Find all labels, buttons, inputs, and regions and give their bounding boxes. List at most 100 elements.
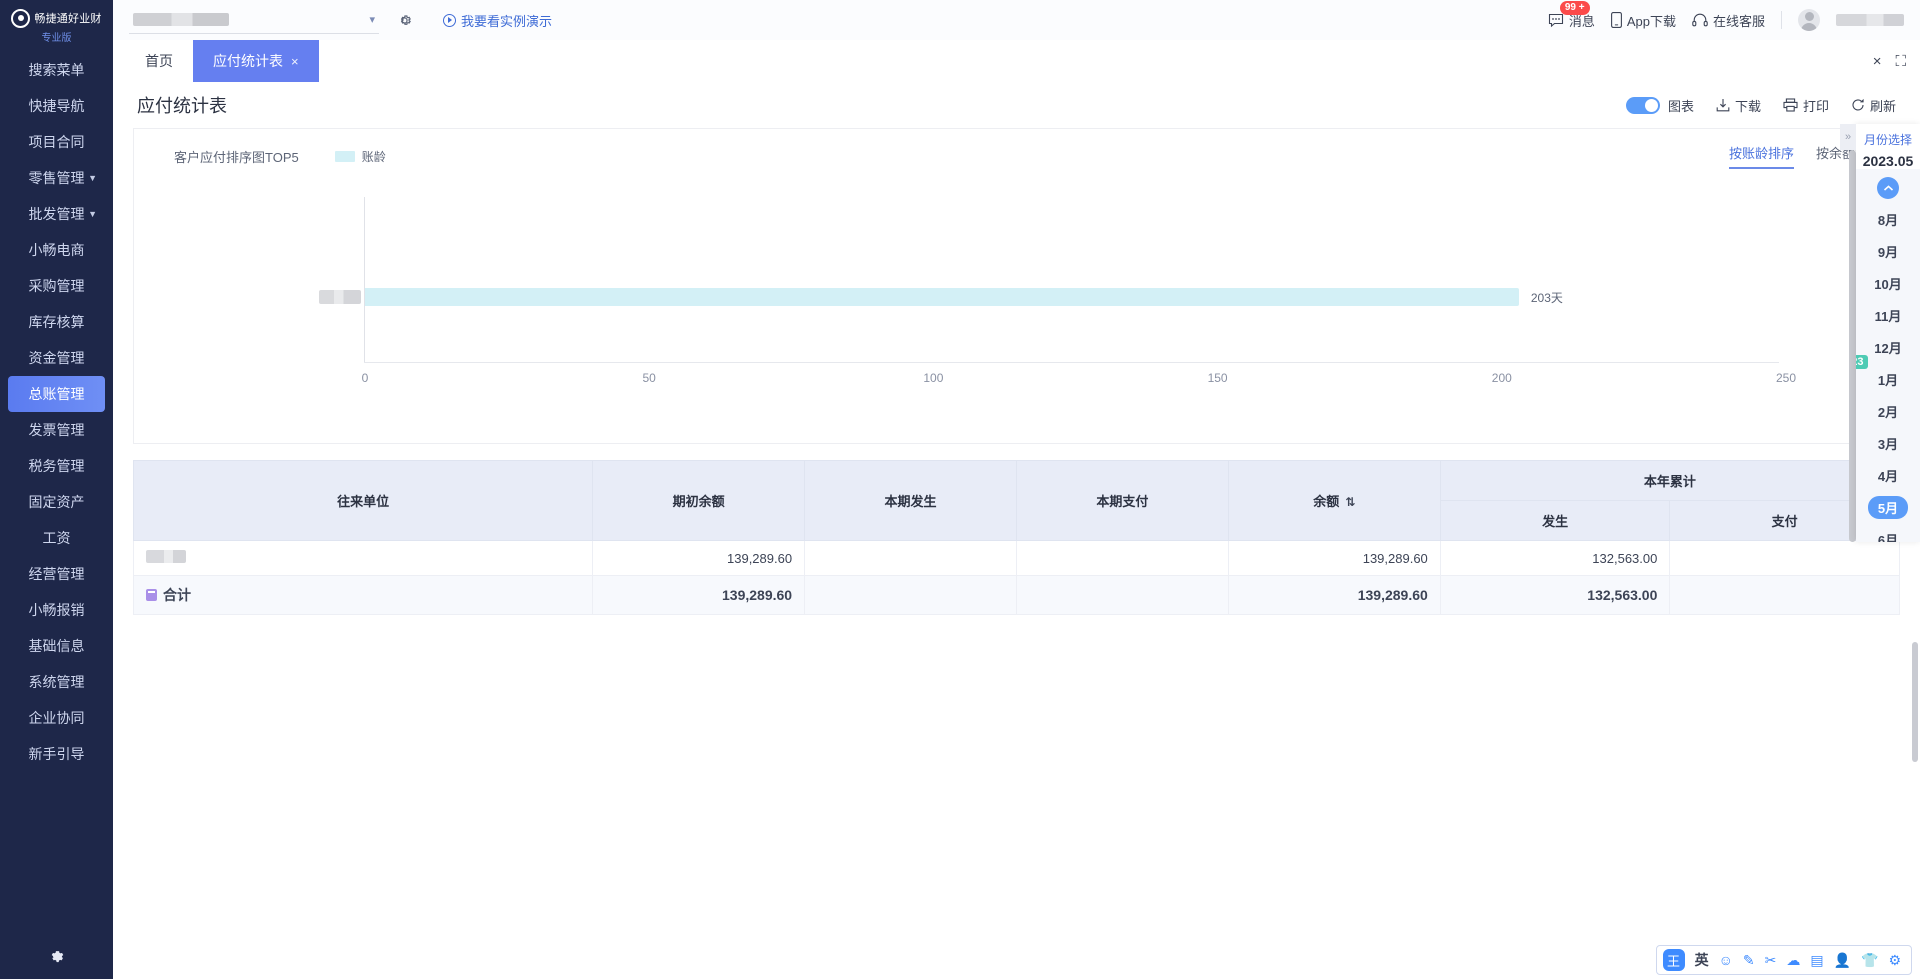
online-service-label: 在线客服 bbox=[1712, 13, 1765, 29]
chart-toggle-group[interactable]: 图表 bbox=[1625, 96, 1694, 115]
chart-toggle[interactable] bbox=[1625, 96, 1660, 114]
month-item-0[interactable]: 8月 bbox=[1877, 213, 1899, 228]
month-item-6[interactable]: 2月 bbox=[1877, 405, 1899, 420]
sidebar-item-7[interactable]: 库存核算 bbox=[8, 304, 105, 340]
month-item-4[interactable]: 12月 bbox=[1874, 341, 1902, 356]
scissors-icon[interactable]: ✂ bbox=[1764, 952, 1777, 968]
headset-icon bbox=[1692, 13, 1708, 26]
gear-icon[interactable]: ⚙ bbox=[1888, 952, 1901, 968]
x-tick-4: 200 bbox=[1491, 371, 1512, 385]
sidebar-item-label: 基础信息 bbox=[28, 638, 85, 654]
tab-close-icon[interactable]: × bbox=[291, 53, 299, 69]
messages-button[interactable]: 消息 99 + bbox=[1548, 0, 1595, 30]
organization-select[interactable]: ▾ bbox=[129, 6, 379, 34]
month-item-10[interactable]: 6月 bbox=[1877, 533, 1899, 542]
bar[interactable] bbox=[365, 288, 1519, 306]
table-header-row-1: 往来单位 期初余额 本期发生 本期支付 余额 ⇅ 本年累计 bbox=[133, 460, 1900, 541]
chart-header: 客户应付排序图TOP5 账龄 按账龄排序按余额排序 bbox=[134, 129, 1899, 169]
sidebar-item-14[interactable]: 经营管理 bbox=[8, 556, 105, 592]
sidebar-item-8[interactable]: 资金管理 bbox=[8, 340, 105, 376]
tab-1[interactable]: 应付统计表 × bbox=[193, 40, 319, 82]
sidebar-item-label: 小畅报销 bbox=[28, 602, 85, 618]
chart-legend[interactable]: 账龄 bbox=[334, 148, 386, 165]
download-label: 下载 bbox=[1734, 98, 1761, 114]
sidebar-item-17[interactable]: 系统管理 bbox=[8, 664, 105, 700]
sidebar-item-6[interactable]: 采购管理 bbox=[8, 268, 105, 304]
download-button[interactable]: 下载 bbox=[1716, 96, 1761, 115]
bar-value-label: 203天 bbox=[1530, 290, 1563, 305]
sidebar-item-18[interactable]: 企业协同 bbox=[8, 700, 105, 736]
sidebar-item-19[interactable]: 新手引导 bbox=[8, 736, 105, 772]
th-current-paid[interactable]: 本期支付 bbox=[1015, 460, 1229, 541]
online-service-button[interactable]: 在线客服 bbox=[1692, 11, 1765, 30]
redacted-unit-name bbox=[146, 550, 186, 563]
th-opening-balance[interactable]: 期初余额 bbox=[592, 460, 806, 541]
sidebar-item-0[interactable]: 搜索菜单 bbox=[8, 52, 105, 88]
mobile-icon bbox=[1610, 12, 1622, 28]
demo-link[interactable]: 我要看实例演示 bbox=[443, 11, 552, 30]
month-item-9[interactable]: 5月 bbox=[1867, 496, 1909, 519]
refresh-button[interactable]: 刷新 bbox=[1851, 96, 1896, 115]
sidebar-item-1[interactable]: 快捷导航 bbox=[8, 88, 105, 124]
fullscreen-icon[interactable]: ⛶ bbox=[1895, 52, 1906, 70]
sort-tab-0[interactable]: 按账龄排序 bbox=[1728, 143, 1794, 169]
print-button[interactable]: 打印 bbox=[1783, 96, 1829, 115]
sidebar-item-11[interactable]: 税务管理 bbox=[8, 448, 105, 484]
sidebar-item-13[interactable]: 工资 bbox=[8, 520, 105, 556]
month-item-7[interactable]: 3月 bbox=[1877, 437, 1899, 452]
sidebar-item-15[interactable]: 小畅报销 bbox=[8, 592, 105, 628]
app-download-button[interactable]: App下载 bbox=[1610, 11, 1676, 30]
sidebar-item-4[interactable]: 批发管理 ▼ bbox=[8, 196, 105, 232]
keyboard-icon[interactable]: ▤ bbox=[1810, 952, 1824, 968]
content-scrollbar[interactable] bbox=[1912, 642, 1918, 762]
logo-icon bbox=[11, 8, 31, 28]
ime-mode-label[interactable]: 英 bbox=[1694, 952, 1709, 968]
pen-icon[interactable]: ✎ bbox=[1742, 952, 1755, 968]
month-panel-collapse-button[interactable]: » bbox=[1840, 124, 1856, 150]
cell-total-current-paid bbox=[1015, 575, 1229, 615]
month-list: 8月9月10月11月12月1月2月3月4月5月6月7月 2023 bbox=[1856, 169, 1920, 542]
total-icon bbox=[146, 589, 157, 601]
emoji-icon[interactable]: ☺ bbox=[1718, 952, 1733, 968]
month-item-8[interactable]: 4月 bbox=[1877, 469, 1899, 484]
divider bbox=[1781, 11, 1782, 29]
sidebar-item-10[interactable]: 发票管理 bbox=[8, 412, 105, 448]
sidebar-item-label: 企业协同 bbox=[28, 710, 85, 726]
panel-scroll-rail[interactable] bbox=[1849, 150, 1856, 542]
report-card: 应付统计表 图表 下载 打印 bbox=[113, 82, 1920, 979]
sidebar-settings-button[interactable] bbox=[0, 935, 113, 979]
sidebar-item-2[interactable]: 项目合同 bbox=[8, 124, 105, 160]
month-scroll-up-button[interactable] bbox=[1877, 177, 1899, 199]
sidebar-item-label: 工资 bbox=[42, 530, 71, 546]
ime-logo-icon[interactable]: 王 bbox=[1662, 949, 1685, 971]
th-unit[interactable]: 往来单位 bbox=[133, 460, 594, 541]
month-item-5[interactable]: 1月 bbox=[1877, 373, 1899, 388]
sidebar-item-16[interactable]: 基础信息 bbox=[8, 628, 105, 664]
settings-gear-button[interactable] bbox=[393, 9, 415, 31]
user-icon[interactable]: 👤 bbox=[1833, 952, 1851, 968]
table-row[interactable]: 139,289.60 139,289.60 132,563.00 bbox=[133, 540, 1900, 576]
close-icon[interactable]: × bbox=[1872, 52, 1882, 70]
month-item-3[interactable]: 11月 bbox=[1874, 309, 1902, 324]
avatar[interactable] bbox=[1798, 9, 1820, 31]
brand: 畅捷通好业财 专业版 bbox=[0, 0, 113, 48]
sidebar-item-3[interactable]: 零售管理 ▼ bbox=[8, 160, 105, 196]
th-balance[interactable]: 余额 ⇅ bbox=[1227, 460, 1441, 541]
th-current-occurred[interactable]: 本期发生 bbox=[804, 460, 1017, 541]
month-item-1[interactable]: 9月 bbox=[1877, 245, 1899, 260]
sidebar-item-12[interactable]: 固定资产 bbox=[8, 484, 105, 520]
brand-edition: 专业版 bbox=[41, 32, 72, 44]
content-area: 应付统计表 图表 下载 打印 bbox=[113, 82, 1920, 979]
tab-strip: 首页 应付统计表 × × ⛶ bbox=[113, 40, 1920, 82]
th-year-occurred[interactable]: 发生 bbox=[1439, 500, 1671, 541]
month-item-2[interactable]: 10月 bbox=[1874, 277, 1902, 292]
refresh-icon bbox=[1852, 98, 1864, 111]
tab-0[interactable]: 首页 bbox=[125, 40, 193, 82]
cloud-icon[interactable]: ☁ bbox=[1786, 952, 1801, 968]
sidebar-item-9[interactable]: 总账管理 bbox=[8, 376, 105, 412]
total-label: 合计 bbox=[163, 587, 191, 603]
th-year-total: 本年累计 bbox=[1439, 460, 1900, 501]
sort-icon[interactable]: ⇅ bbox=[1345, 495, 1356, 509]
skin-icon[interactable]: 👕 bbox=[1861, 952, 1879, 968]
sidebar-item-5[interactable]: 小畅电商 bbox=[8, 232, 105, 268]
